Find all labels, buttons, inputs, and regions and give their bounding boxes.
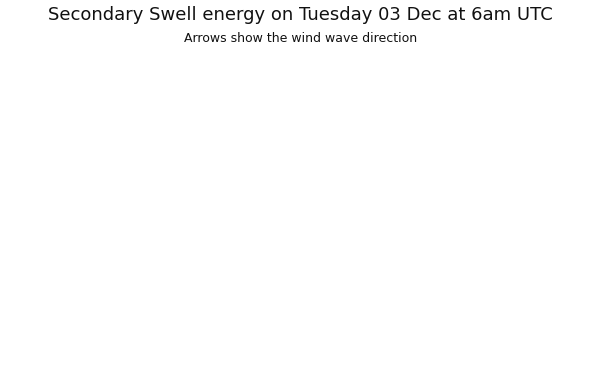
Text: Arrows show the wind wave direction: Arrows show the wind wave direction [184,32,417,45]
Text: Secondary Swell energy on Tuesday 03 Dec at 6am UTC: Secondary Swell energy on Tuesday 03 Dec… [48,7,553,24]
Text: Install cartopy for map: Install cartopy for map [221,209,380,224]
